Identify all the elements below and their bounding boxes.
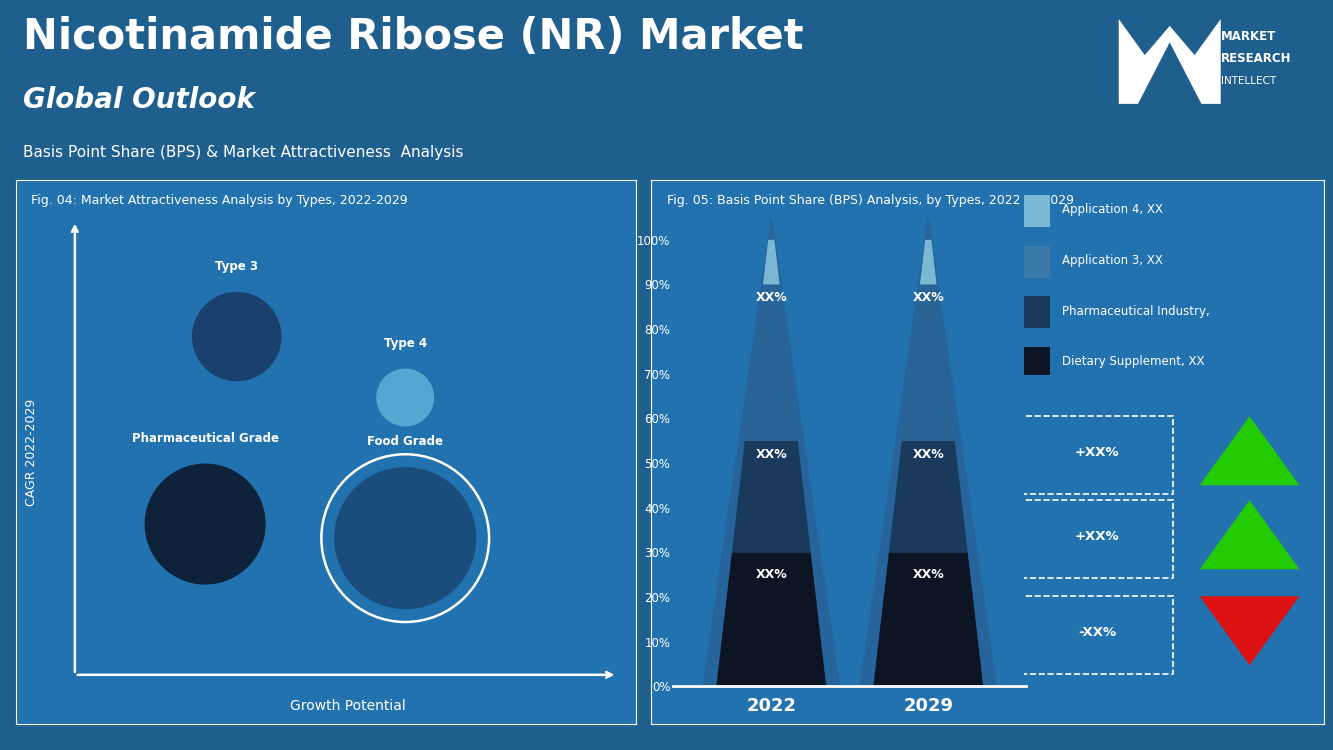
Polygon shape	[762, 240, 780, 284]
Polygon shape	[860, 213, 997, 686]
Ellipse shape	[192, 292, 281, 381]
Polygon shape	[745, 284, 797, 441]
Text: Food Grade: Food Grade	[367, 435, 444, 448]
Polygon shape	[702, 213, 840, 686]
Text: XX%: XX%	[912, 568, 944, 581]
FancyBboxPatch shape	[1024, 246, 1050, 278]
Polygon shape	[889, 441, 968, 552]
Text: XX%: XX%	[912, 291, 944, 304]
Text: Type 3: Type 3	[215, 260, 259, 273]
Text: Type 4: Type 4	[384, 337, 427, 350]
Text: Fig. 05: Basis Point Share (BPS) Analysis, by Types, 2022 vs 2029: Fig. 05: Basis Point Share (BPS) Analysi…	[668, 194, 1074, 206]
Text: CAGR 2022-2029: CAGR 2022-2029	[25, 398, 39, 506]
Polygon shape	[920, 240, 937, 284]
FancyBboxPatch shape	[1024, 195, 1050, 226]
Text: XX%: XX%	[756, 568, 788, 581]
Text: Application 3, XX: Application 3, XX	[1062, 254, 1162, 267]
Text: Growth Potential: Growth Potential	[289, 699, 405, 712]
Text: INTELLECT: INTELLECT	[1221, 76, 1276, 86]
Text: Nicotinamide Ribose (NR) Market: Nicotinamide Ribose (NR) Market	[23, 16, 804, 58]
Text: -XX%: -XX%	[1078, 626, 1116, 639]
Polygon shape	[732, 441, 810, 552]
Text: XX%: XX%	[756, 291, 788, 304]
Polygon shape	[716, 552, 826, 686]
Text: Application 4, XX: Application 4, XX	[1062, 203, 1162, 217]
Text: Pharmaceutical Grade: Pharmaceutical Grade	[132, 432, 279, 445]
Text: +XX%: +XX%	[1074, 446, 1120, 459]
Text: MARKET: MARKET	[1221, 29, 1276, 43]
Polygon shape	[1118, 19, 1221, 104]
Text: XX%: XX%	[756, 448, 788, 460]
Text: XX%: XX%	[912, 448, 944, 460]
Polygon shape	[1200, 416, 1300, 485]
Text: +XX%: +XX%	[1074, 530, 1120, 543]
FancyBboxPatch shape	[1024, 296, 1050, 328]
Ellipse shape	[335, 467, 476, 609]
Text: Fig. 04: Market Attractiveness Analysis by Types, 2022-2029: Fig. 04: Market Attractiveness Analysis …	[32, 194, 408, 206]
FancyBboxPatch shape	[1024, 346, 1050, 379]
Text: Dietary Supplement, XX: Dietary Supplement, XX	[1062, 356, 1205, 368]
Text: Pharmaceutical Industry,: Pharmaceutical Industry,	[1062, 304, 1209, 318]
Ellipse shape	[376, 368, 435, 427]
Polygon shape	[1200, 596, 1300, 665]
Polygon shape	[902, 284, 954, 441]
Ellipse shape	[144, 464, 265, 584]
Polygon shape	[1200, 500, 1300, 569]
Text: Basis Point Share (BPS) & Market Attractiveness  Analysis: Basis Point Share (BPS) & Market Attract…	[23, 146, 463, 160]
Polygon shape	[873, 552, 984, 686]
Text: Global Outlook: Global Outlook	[23, 86, 255, 115]
Text: RESEARCH: RESEARCH	[1221, 52, 1292, 65]
